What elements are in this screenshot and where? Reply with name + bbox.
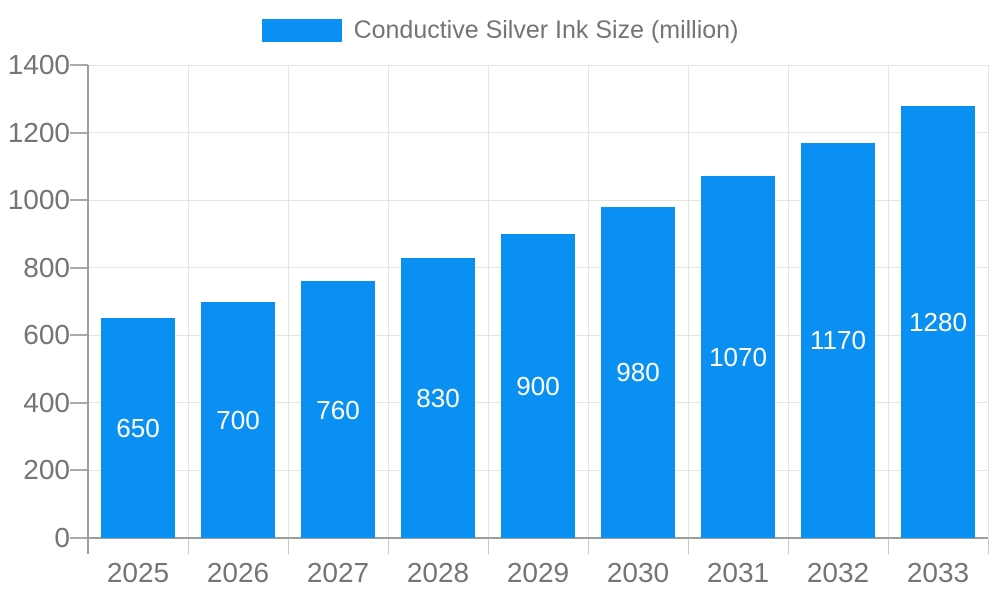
x-axis-tick [487, 539, 489, 554]
bar-value-label: 1070 [709, 342, 767, 373]
x-axis-tick [287, 539, 289, 554]
y-axis-tick-label: 600 [23, 319, 70, 351]
bar [301, 281, 375, 538]
bar [401, 257, 475, 538]
y-axis-tick [70, 537, 88, 539]
y-axis-tick [70, 199, 88, 202]
x-axis-tick [87, 539, 89, 554]
x-gridline [487, 65, 489, 538]
legend: Conductive Silver Ink Size (million) [0, 16, 1000, 45]
x-axis-tick-label: 2026 [206, 557, 270, 588]
bar-value-label: 1280 [909, 306, 967, 337]
bar [601, 206, 675, 538]
bar [801, 142, 875, 538]
bar [901, 105, 975, 538]
bar-value-label: 1170 [810, 325, 866, 356]
y-axis-tick-label: 0 [54, 522, 70, 553]
legend-item[interactable]: Conductive Silver Ink Size (million) [261, 16, 739, 45]
x-axis-tick-label: 2033 [906, 557, 970, 588]
x-gridline [587, 65, 589, 538]
y-axis-tick [70, 401, 88, 404]
x-axis-tick-label: 2031 [706, 557, 770, 588]
y-axis-tick-label: 1200 [7, 116, 70, 148]
x-axis-tick [987, 539, 989, 554]
x-axis-tick-label: 2025 [106, 557, 170, 588]
y-axis-tick [70, 334, 88, 337]
y-axis-tick [70, 469, 88, 472]
bar-value-label: 830 [416, 382, 460, 413]
x-gridline [787, 65, 789, 538]
x-axis-tick [787, 539, 789, 554]
bar [101, 318, 175, 538]
y-axis-tick [70, 266, 88, 269]
x-gridline [987, 65, 989, 538]
y-axis-tick [70, 64, 88, 66]
x-axis-tick [587, 539, 589, 554]
y-axis-line [87, 65, 89, 538]
bar [701, 176, 775, 538]
bar [201, 301, 275, 538]
x-axis-tick-label: 2032 [806, 557, 870, 588]
y-axis-tick [70, 131, 88, 134]
x-axis-tick-label: 2028 [406, 557, 470, 588]
bar-value-label: 700 [216, 404, 260, 435]
x-axis-tick-label: 2029 [506, 557, 570, 588]
bar-value-label: 980 [616, 357, 660, 388]
x-axis-tick-label: 2030 [606, 557, 670, 588]
x-gridline [187, 65, 189, 538]
bar-value-label: 900 [516, 370, 560, 401]
y-gridline [88, 199, 988, 201]
y-axis-tick-label: 400 [23, 386, 70, 418]
x-axis-tick [687, 539, 689, 554]
y-gridline [88, 64, 988, 66]
y-axis-tick-label: 1000 [7, 184, 70, 216]
x-axis-tick [887, 539, 889, 554]
x-axis-tick [187, 539, 189, 554]
y-gridline [88, 132, 988, 134]
x-gridline [287, 65, 289, 538]
bar-value-label: 650 [116, 413, 160, 444]
bar [501, 233, 575, 538]
bar-value-label: 760 [316, 394, 360, 425]
y-axis-tick-label: 1400 [7, 49, 70, 80]
legend-label: Conductive Silver Ink Size (million) [353, 16, 739, 44]
x-gridline [387, 65, 389, 538]
x-axis-line [87, 537, 988, 539]
y-axis-tick-label: 800 [23, 251, 70, 283]
x-gridline [687, 65, 689, 538]
legend-swatch-icon [261, 19, 342, 42]
x-gridline [887, 65, 889, 538]
x-axis-tick-label: 2027 [306, 557, 370, 588]
x-axis-tick [387, 539, 389, 554]
y-axis-tick-label: 200 [23, 454, 70, 486]
